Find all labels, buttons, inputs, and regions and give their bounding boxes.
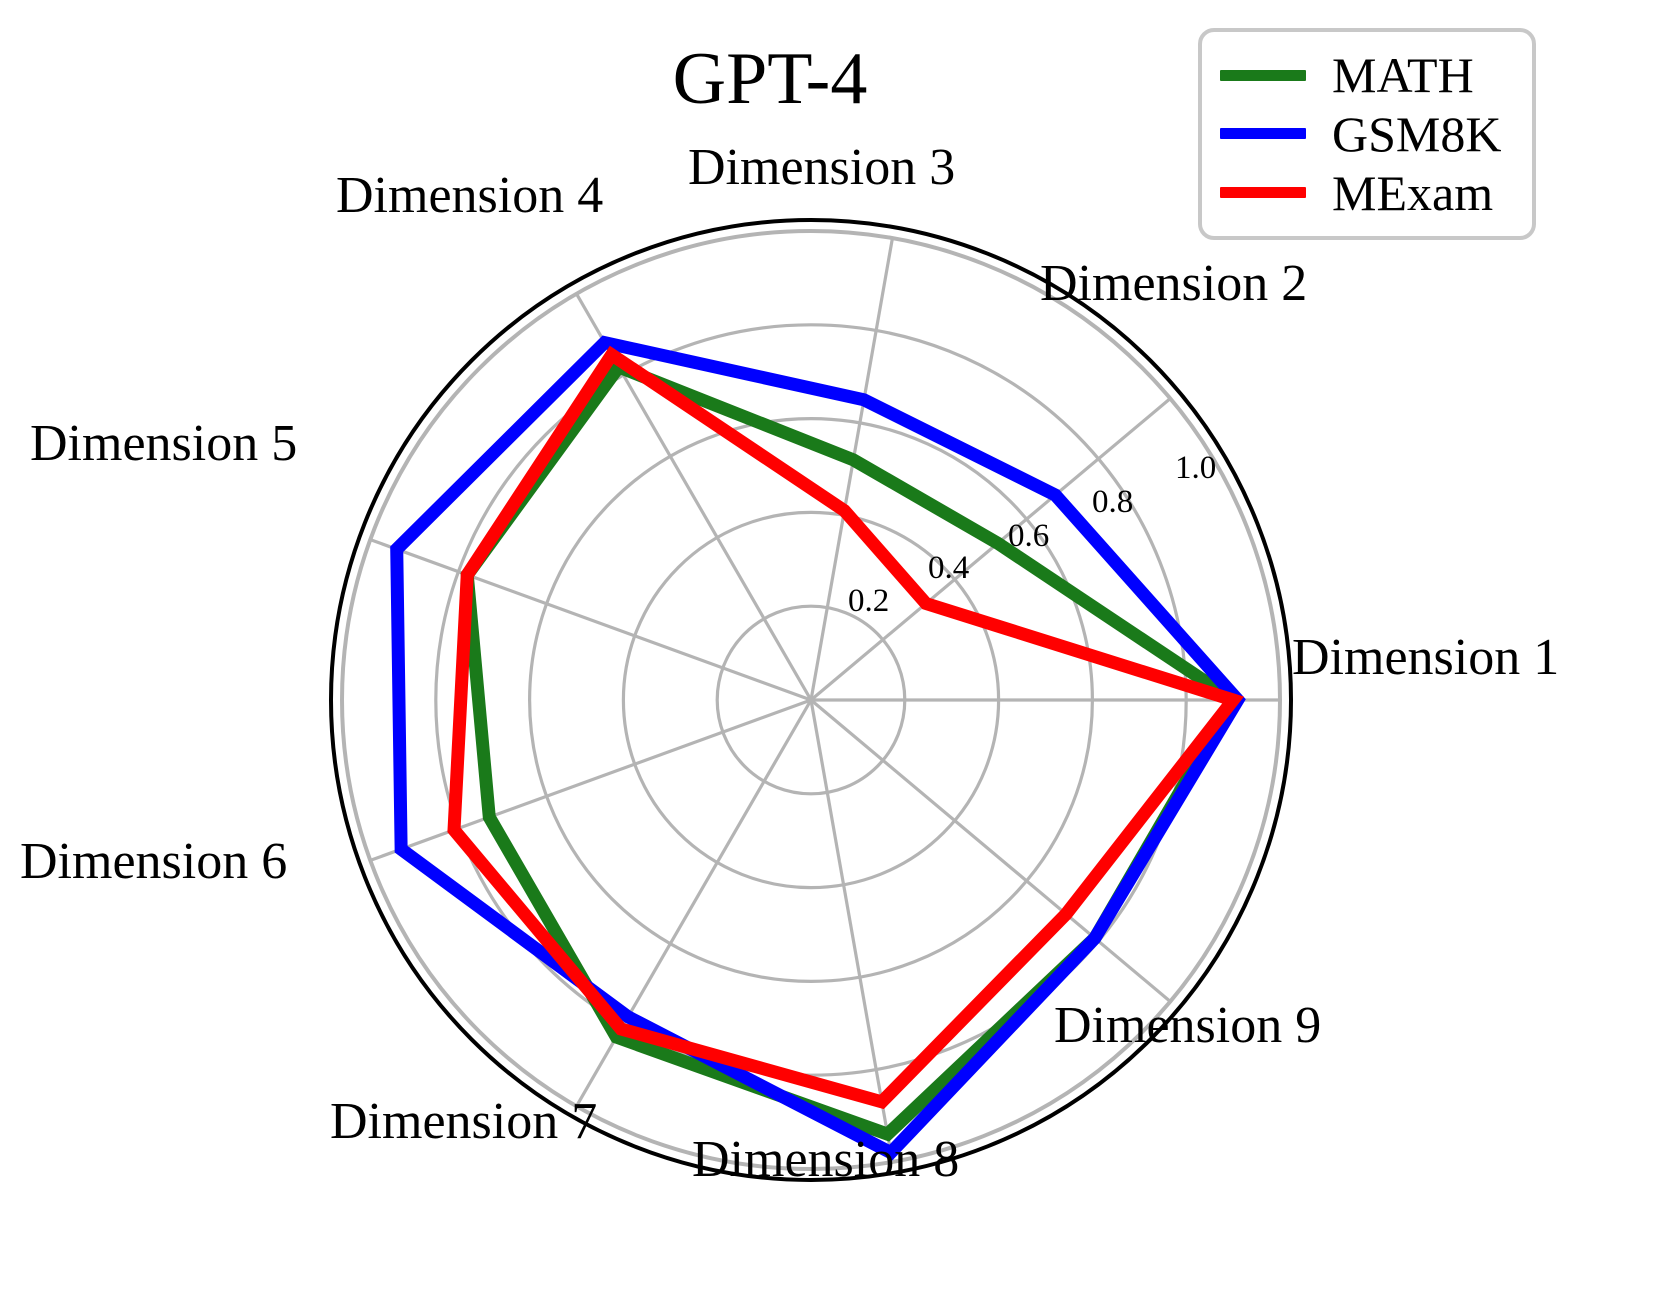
chart-title: GPT-4 [672,38,868,120]
radial-tick-0-6: 0.6 [1008,518,1050,554]
axis-label-dimension-8: Dimension 8 [692,1131,960,1188]
radial-tick-1-0: 1.0 [1175,450,1217,486]
legend-item-math[interactable]: MATH [1220,46,1518,104]
legend-swatch-mexam [1220,187,1306,199]
legend-label-gsm8k: GSM8K [1332,105,1502,162]
legend: MATH GSM8K MExam [1198,28,1536,240]
polar-grid [329,218,1293,1182]
axis-label-dimension-1: Dimension 1 [1292,629,1560,686]
series-lines [390,335,1246,1161]
radial-tick-0-8: 0.8 [1092,484,1134,520]
legend-item-gsm8k[interactable]: GSM8K [1220,105,1518,163]
legend-label-mexam: MExam [1332,164,1494,221]
legend-swatch-math [1220,69,1306,81]
axis-label-dimension-9: Dimension 9 [1054,997,1322,1054]
axis-label-dimension-3: Dimension 3 [688,139,956,196]
axis-label-dimension-5: Dimension 5 [30,415,298,472]
radial-tick-0-2: 0.2 [848,583,890,619]
axis-label-dimension-6: Dimension 6 [20,833,288,890]
axis-label-dimension-4: Dimension 4 [336,167,604,224]
legend-swatch-gsm8k [1220,128,1306,140]
axis-label-dimension-2: Dimension 2 [1040,255,1308,312]
legend-label-math: MATH [1332,47,1474,104]
axis-label-dimension-7: Dimension 7 [330,1093,598,1150]
radial-tick-0-4: 0.4 [928,550,970,586]
legend-item-mexam[interactable]: MExam [1220,164,1518,222]
